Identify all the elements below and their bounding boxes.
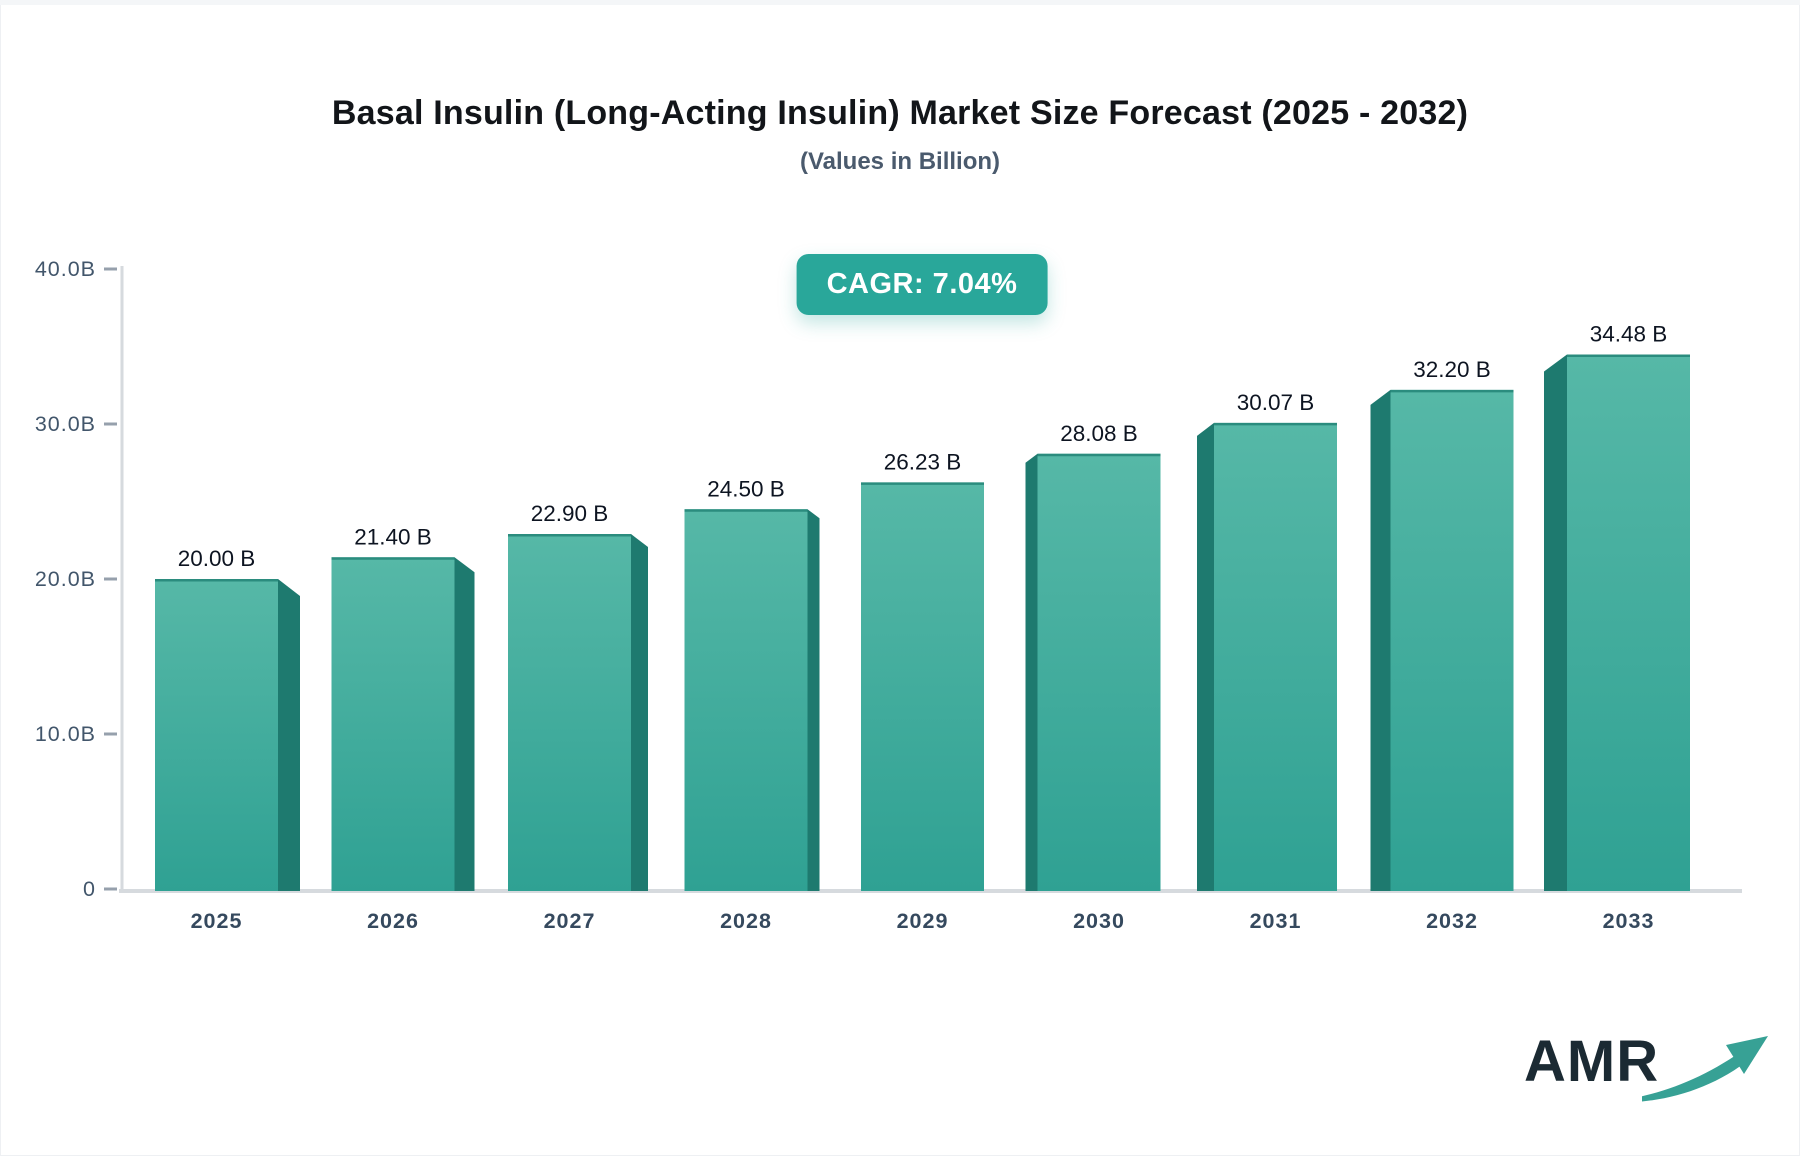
growth-arrow-icon	[1642, 1036, 1768, 1102]
bar-value-label-2026: 21.40 B	[354, 524, 432, 549]
bar-value-label-2033: 34.48 B	[1590, 322, 1668, 347]
bar-2033[interactable]	[1567, 354, 1690, 891]
bar-value-label-2025: 20.00 B	[178, 546, 256, 571]
x-tick-label-2031: 2031	[1250, 909, 1302, 933]
x-tick-label-2028: 2028	[720, 909, 772, 933]
chart-title: Basal Insulin (Long-Acting Insulin) Mark…	[331, 94, 1469, 132]
x-tick-label-2033: 2033	[1603, 909, 1655, 933]
bar-side-3d-2025	[278, 579, 300, 891]
bar-side-3d-2027	[631, 534, 648, 891]
cagr-badge: CAGR: 7.04%	[796, 254, 1048, 315]
y-tick-label: 20.0B	[35, 567, 96, 591]
y-tick-label: 30.0B	[35, 412, 96, 436]
amr-logo: AMR	[1524, 1028, 1768, 1118]
bar-side-3d-2033	[1544, 354, 1567, 891]
bar-side-3d-2032	[1370, 389, 1391, 891]
x-tick-label-2032: 2032	[1426, 909, 1478, 933]
x-tick-label-2026: 2026	[367, 909, 419, 933]
x-tick-label-2030: 2030	[1073, 909, 1125, 933]
bar-value-label-2028: 24.50 B	[707, 476, 785, 501]
bar-2029[interactable]	[861, 482, 984, 891]
x-tick-label-2029: 2029	[897, 909, 949, 933]
bar-value-label-2032: 32.20 B	[1413, 357, 1491, 382]
bar-value-label-2030: 28.08 B	[1060, 421, 1138, 446]
bar-2031[interactable]	[1214, 422, 1337, 891]
y-tick-label: 40.0B	[35, 257, 96, 281]
bar-chart-plot: 40.0B 30.0B 20.0B 10.0B 0 20.00 B 2025 21.40 B 2…	[35, 257, 1742, 933]
bar-side-3d-2026	[454, 557, 475, 891]
bar-side-3d-2031	[1197, 422, 1214, 891]
bar-side-3d-2028	[807, 509, 820, 891]
bar-value-label-2029: 26.23 B	[884, 449, 962, 474]
y-tick-label: 10.0B	[35, 722, 96, 746]
bar-2025[interactable]	[155, 579, 278, 891]
bar-2026[interactable]	[331, 557, 455, 891]
x-tick-label-2025: 2025	[191, 909, 243, 933]
bar-side-3d-2030	[1025, 453, 1038, 891]
y-tick-label: 0	[83, 877, 96, 901]
chart-subtitle: (Values in Billion)	[799, 148, 1001, 175]
x-tick-label-2027: 2027	[544, 909, 596, 933]
window-top-strip	[0, 0, 1800, 5]
amr-logo-text: AMR	[1524, 1029, 1660, 1094]
bar-value-label-2027: 22.90 B	[531, 501, 609, 526]
bar-value-label-2031: 30.07 B	[1237, 390, 1315, 415]
bar-2030[interactable]	[1037, 453, 1161, 891]
bar-2028[interactable]	[684, 509, 808, 891]
bar-2032[interactable]	[1390, 389, 1514, 891]
bar-2027[interactable]	[508, 534, 631, 891]
